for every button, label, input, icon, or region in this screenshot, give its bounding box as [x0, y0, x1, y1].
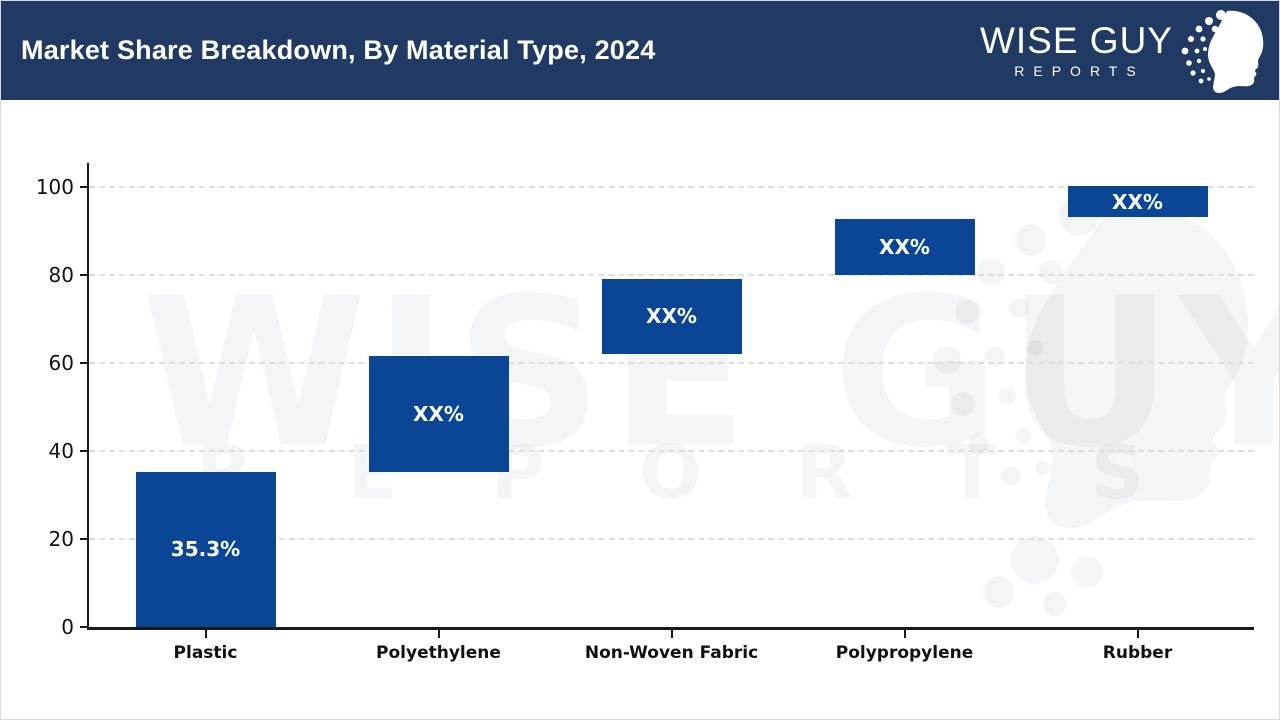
gridline-y-20	[89, 538, 1254, 540]
gridline-y-100	[89, 186, 1254, 188]
y-axis-line	[87, 162, 89, 629]
x-axis-tick-3	[903, 629, 906, 638]
x-axis-category-label: Polypropylene	[835, 643, 974, 663]
bar-value-label: XX%	[1112, 189, 1163, 214]
watermark-head-icon	[933, 196, 1248, 616]
y-axis-tick-80	[80, 274, 89, 276]
watermark-text-reports: R E P O R T S	[196, 430, 1178, 516]
gridline-y-60	[89, 362, 1254, 364]
bar-value-label: XX%	[646, 304, 697, 329]
bar-plastic: 35.3%	[135, 471, 276, 627]
y-axis-tick-label-0: 0	[61, 615, 74, 639]
y-axis-tick-label-80: 80	[48, 263, 74, 287]
bar-polypropylene: XX%	[834, 218, 975, 275]
x-axis-category-label: Rubber	[1102, 643, 1173, 663]
y-axis-tick-40	[80, 450, 89, 452]
x-axis-tick-1	[437, 629, 440, 638]
x-axis-category-label: Polyethylene	[376, 643, 501, 663]
y-axis-tick-label-40: 40	[48, 439, 74, 463]
y-axis-tick-100	[80, 186, 89, 188]
x-axis-tick-2	[670, 629, 673, 638]
y-axis-tick-60	[80, 362, 89, 364]
x-axis-category-label: Non-Woven Fabric	[584, 643, 759, 663]
x-axis-category-label: Plastic	[173, 643, 238, 663]
bar-non-woven-fabric: XX%	[601, 278, 742, 355]
bar-value-label: 35.3%	[170, 537, 241, 562]
gridline-y-80	[89, 274, 1254, 276]
x-axis-line	[87, 627, 1254, 630]
logo-wordmark: WISE GUY REPORTS	[980, 22, 1173, 79]
logo-head-icon	[1181, 9, 1264, 93]
x-axis-tick-0	[204, 629, 207, 638]
header-banner: Market Share Breakdown, By Material Type…	[1, 1, 1279, 100]
logo-wordmark-line1: WISE GUY	[979, 20, 1173, 61]
y-axis-tick-label-20: 20	[48, 527, 74, 551]
gridline-y-40	[89, 450, 1254, 452]
bar-value-label: XX%	[879, 234, 930, 259]
chart-title: Market Share Breakdown, By Material Type…	[21, 35, 656, 65]
wise-guy-reports-logo: WISE GUY REPORTS	[980, 5, 1279, 97]
bar-value-label: XX%	[413, 401, 464, 426]
bar-rubber: XX%	[1067, 186, 1208, 217]
bar-polyethylene: XX%	[368, 355, 509, 472]
y-axis-tick-0	[80, 626, 89, 628]
x-axis-tick-4	[1136, 629, 1139, 638]
logo-wordmark-line2: REPORTS	[1014, 63, 1145, 79]
y-axis-tick-20	[80, 538, 89, 540]
waterfall-chart: WISE GUY R E P O R T S 02040608010035.3%…	[1, 100, 1279, 719]
y-axis-tick-label-60: 60	[48, 351, 74, 375]
y-axis-tick-label-100: 100	[35, 175, 74, 199]
